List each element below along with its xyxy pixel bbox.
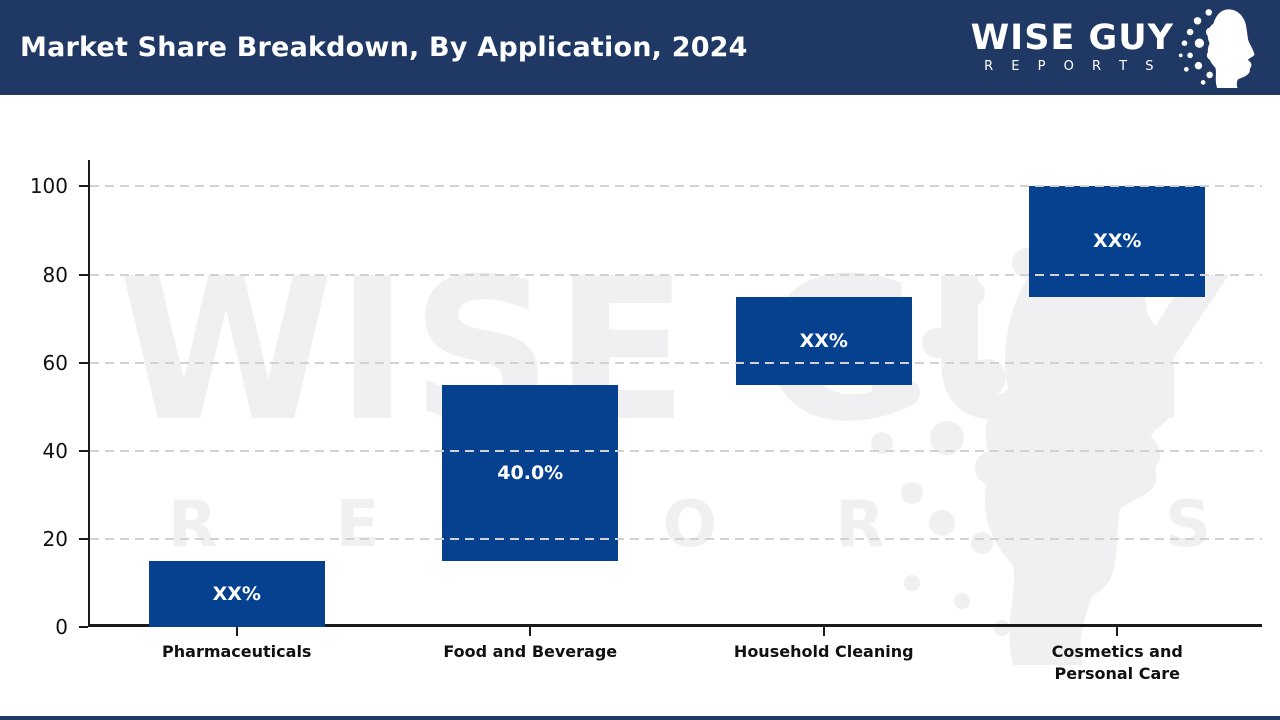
x-tick-mark <box>1116 627 1119 636</box>
logo-wordmark: WISE GUY R E P O R T S <box>970 18 1174 75</box>
gridline <box>90 273 1262 276</box>
header: Market Share Breakdown, By Application, … <box>0 0 1280 95</box>
logo: WISE GUY R E P O R T S <box>971 4 1262 92</box>
x-tick-mark <box>529 627 532 636</box>
y-tick-mark <box>79 449 88 452</box>
plot-area: XX% Pharmaceuticals 40.0% Food and Beverage… <box>30 160 1262 683</box>
bar: XX% <box>735 296 912 385</box>
logo-reports-text: R E P O R T S <box>984 59 1161 74</box>
page-title: Market Share Breakdown, By Application, … <box>20 32 748 63</box>
y-tick-label: 40 <box>42 438 68 463</box>
y-tick-label: 0 <box>55 615 68 639</box>
x-tick-mark <box>235 627 238 636</box>
chart-area: WISE GUY R E P O R T S XX% Pharmaceutic <box>0 95 1280 716</box>
bar: 40.0% <box>442 384 619 561</box>
bar-value-label: XX% <box>212 582 261 605</box>
x-axis-label: Household Cleaning <box>733 642 914 661</box>
gridline <box>90 185 1262 188</box>
y-tick-mark <box>79 626 88 628</box>
x-axis-label: Cosmetics and Personal Care <box>1051 642 1183 683</box>
y-tick-label: 80 <box>42 262 68 287</box>
y-tick-mark <box>79 537 88 540</box>
gridline <box>90 537 1262 540</box>
y-tick-mark <box>79 361 88 364</box>
bar-value-label: XX% <box>799 329 848 352</box>
gridline <box>90 449 1262 452</box>
footer-bar <box>0 716 1280 720</box>
gridline <box>90 361 1262 364</box>
logo-face-icon <box>1176 4 1262 92</box>
y-tick-label: 20 <box>42 526 68 551</box>
y-tick-label: 100 <box>29 174 68 199</box>
x-tick-mark <box>822 627 825 636</box>
y-tick-label: 60 <box>42 350 68 375</box>
x-axis-label: Food and Beverage <box>443 642 618 661</box>
x-axis-label: Pharmaceuticals <box>162 642 312 661</box>
bar-value-label: 40.0% <box>497 461 564 484</box>
bar: XX% <box>148 560 325 627</box>
bar: XX% <box>1029 186 1206 297</box>
bar-value-label: XX% <box>1093 230 1142 253</box>
y-tick-mark <box>79 273 88 276</box>
y-tick-mark <box>79 185 88 188</box>
logo-wordmark-text: WISE GUY <box>970 18 1174 58</box>
